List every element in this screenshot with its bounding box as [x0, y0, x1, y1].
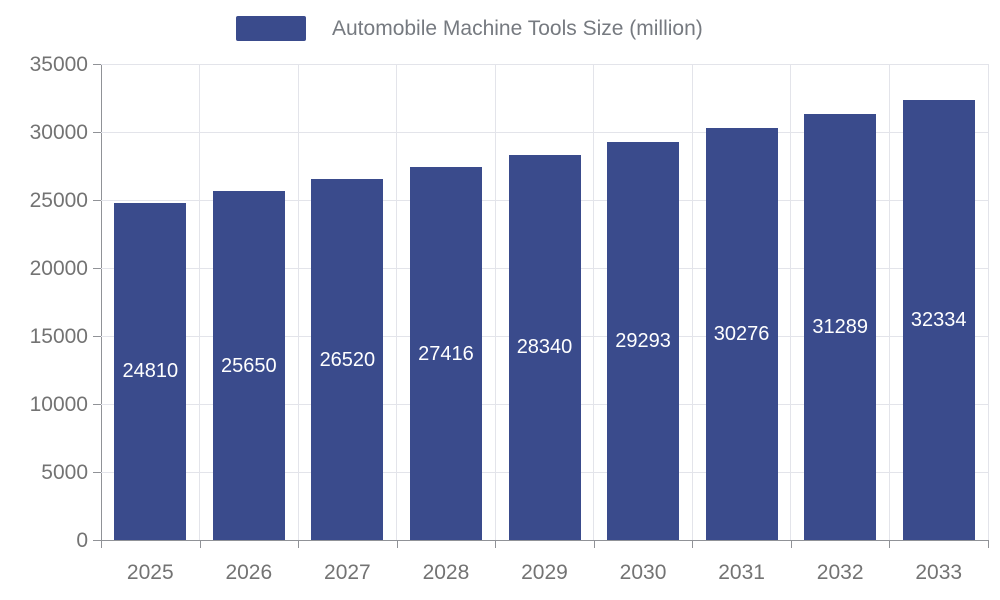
x-axis-tick [199, 540, 201, 548]
y-tick-label: 25000 [29, 189, 88, 212]
x-tick-label: 2027 [324, 561, 371, 584]
bar-value-label: 31289 [812, 316, 868, 339]
bar: 25650 [212, 191, 285, 540]
bar: 32334 [902, 100, 975, 540]
gridline-vertical [691, 64, 693, 540]
gridline-vertical [987, 64, 989, 540]
gridline-vertical [593, 64, 595, 540]
x-axis-tick [101, 540, 102, 548]
x-axis-tick [889, 540, 891, 548]
legend[interactable]: Automobile Machine Tools Size (million) [236, 16, 703, 41]
bar: 27416 [409, 167, 482, 540]
bar: 29293 [607, 141, 680, 540]
y-axis-tick [93, 404, 101, 405]
legend-label: Automobile Machine Tools Size (million) [332, 16, 703, 40]
x-tick-label: 2032 [816, 561, 864, 584]
x-axis-tick [396, 540, 398, 548]
y-axis-tick [93, 540, 101, 541]
bar-value-label: 24810 [122, 360, 179, 383]
x-axis-line [101, 540, 989, 541]
bar-value-label: 32334 [910, 309, 967, 332]
bar: 28340 [508, 154, 581, 540]
gridline-vertical [790, 64, 792, 540]
x-axis-tick [593, 540, 595, 548]
y-tick-label: 35000 [29, 53, 88, 76]
x-tick-label: 2028 [422, 561, 470, 584]
y-axis-tick [93, 268, 101, 269]
bar-value-label: 26520 [319, 348, 376, 371]
gridline-horizontal [101, 63, 988, 65]
gridline-vertical [888, 64, 890, 540]
y-tick-label: 0 [76, 529, 88, 552]
y-tick-label: 5000 [41, 461, 88, 484]
gridline-vertical [297, 64, 299, 540]
y-tick-label: 15000 [29, 325, 88, 348]
y-axis-tick [93, 132, 101, 133]
x-axis-tick [692, 540, 694, 548]
gridline-vertical [199, 64, 201, 540]
x-tick-label: 2033 [915, 561, 963, 584]
y-tick-label: 20000 [29, 257, 88, 280]
gridline-horizontal [101, 131, 988, 133]
gridline-vertical [494, 64, 496, 540]
x-tick-label: 2029 [521, 561, 568, 584]
x-tick-label: 2031 [718, 561, 765, 584]
y-tick-label: 30000 [29, 121, 88, 144]
y-axis-tick [93, 472, 101, 473]
x-tick-label: 2025 [126, 561, 174, 584]
x-tick-label: 2026 [225, 561, 273, 584]
x-axis-tick [298, 540, 300, 548]
y-axis-tick [93, 200, 101, 201]
y-axis-line [101, 64, 102, 540]
bar-value-label: 28340 [516, 336, 573, 359]
plot-area: 24810 25650 26520 27416 28340 29293 30276 31289… [101, 63, 989, 540]
legend-swatch [236, 16, 306, 41]
x-tick-label: 2030 [619, 561, 667, 584]
bar: 24810 [114, 202, 187, 540]
bar-value-label: 29293 [615, 329, 671, 352]
bar-value-label: 30276 [713, 323, 770, 346]
x-axis-tick [790, 540, 792, 548]
bar: 26520 [311, 179, 384, 540]
x-axis-tick [495, 540, 497, 548]
gridline-vertical [396, 64, 398, 540]
bar: 30276 [705, 128, 778, 540]
bar-value-label: 25650 [221, 354, 277, 377]
x-axis-tick [988, 540, 989, 548]
y-axis-tick [93, 336, 101, 337]
bar-value-label: 27416 [418, 342, 474, 365]
bar: 31289 [804, 114, 877, 540]
y-axis-tick [93, 64, 101, 65]
y-tick-label: 10000 [29, 393, 88, 416]
